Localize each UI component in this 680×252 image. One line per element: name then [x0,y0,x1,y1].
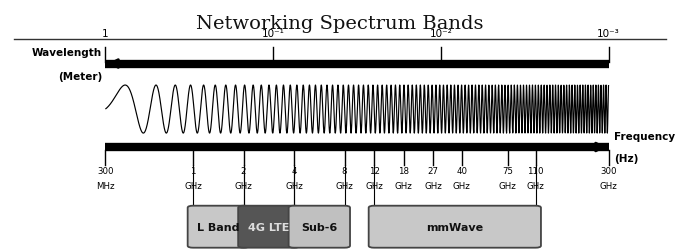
Text: 12: 12 [369,166,379,175]
Text: mmWave: mmWave [426,222,483,232]
Text: 8: 8 [342,166,347,175]
Text: 40: 40 [456,166,467,175]
Text: GHz: GHz [184,181,202,190]
Text: Networking Spectrum Bands: Networking Spectrum Bands [197,15,483,33]
Text: L Band: L Band [197,222,239,232]
Text: 110: 110 [527,166,544,175]
Text: MHz: MHz [96,181,115,190]
Text: 27: 27 [428,166,439,175]
Text: 4G LTE: 4G LTE [248,222,290,232]
Text: GHz: GHz [395,181,413,190]
Text: 300: 300 [600,166,617,175]
FancyBboxPatch shape [369,206,541,248]
Text: GHz: GHz [424,181,442,190]
Text: 10⁻²: 10⁻² [430,29,452,39]
Text: Wavelength: Wavelength [32,48,102,58]
Text: GHz: GHz [235,181,252,190]
Text: Frequency: Frequency [614,131,675,141]
Text: 18: 18 [398,166,409,175]
Text: 4: 4 [291,166,297,175]
Text: GHz: GHz [285,181,303,190]
Text: (Meter): (Meter) [58,72,102,82]
FancyBboxPatch shape [188,206,249,248]
Text: GHz: GHz [365,181,383,190]
Text: GHz: GHz [453,181,471,190]
Text: 75: 75 [502,166,513,175]
FancyBboxPatch shape [288,206,350,248]
Text: GHz: GHz [600,181,617,190]
Text: 300: 300 [97,166,114,175]
FancyBboxPatch shape [238,206,299,248]
Text: GHz: GHz [498,181,517,190]
Text: 10⁻¹: 10⁻¹ [262,29,284,39]
Text: GHz: GHz [526,181,545,190]
Text: 1: 1 [102,29,109,39]
Text: GHz: GHz [336,181,354,190]
Text: 1: 1 [190,166,196,175]
Text: 10⁻³: 10⁻³ [597,29,620,39]
Text: 2: 2 [241,166,246,175]
Text: (Hz): (Hz) [614,154,639,164]
Text: Sub-6: Sub-6 [301,222,337,232]
